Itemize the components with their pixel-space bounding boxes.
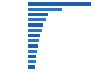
Bar (28, 39, 39, 42)
Bar (28, 29, 42, 32)
Bar (28, 65, 35, 69)
Bar (28, 23, 43, 27)
Bar (28, 55, 36, 58)
Bar (28, 34, 40, 37)
Bar (28, 13, 48, 16)
Bar (28, 50, 37, 53)
Bar (28, 2, 91, 6)
Bar (28, 44, 38, 48)
Bar (28, 8, 62, 11)
Bar (28, 18, 46, 21)
Bar (28, 60, 36, 63)
